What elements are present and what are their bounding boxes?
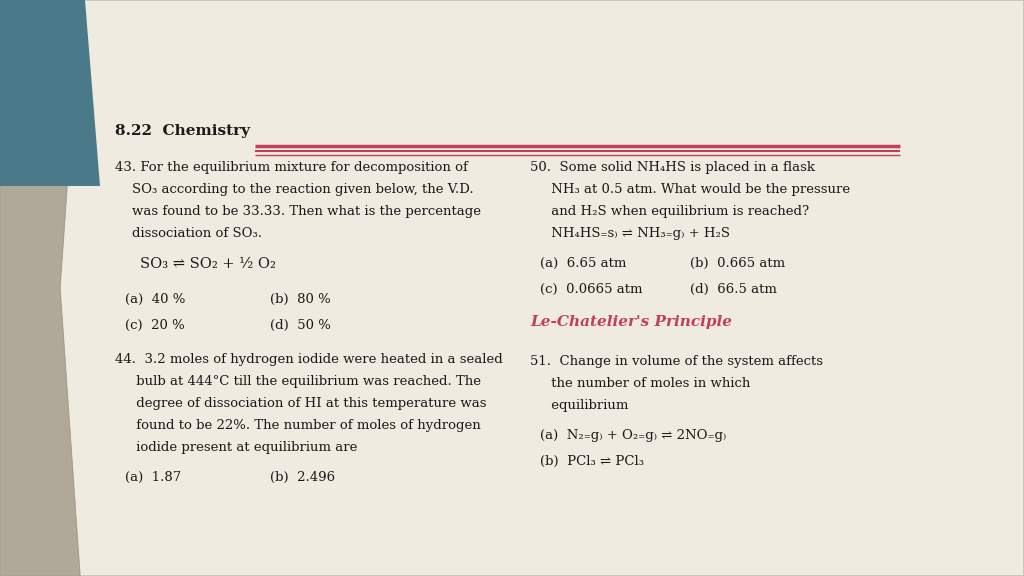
Text: and H₂S when equilibrium is reached?: and H₂S when equilibrium is reached? [530, 205, 809, 218]
Text: equilibrium: equilibrium [530, 399, 629, 412]
Text: degree of dissociation of HI at this temperature was: degree of dissociation of HI at this tem… [115, 397, 486, 410]
Text: dissociation of SO₃.: dissociation of SO₃. [115, 227, 262, 240]
Text: the number of moles in which: the number of moles in which [530, 377, 751, 390]
Text: (a)  N₂₌g₎ + O₂₌g₎ ⇌ 2NO₌g₎: (a) N₂₌g₎ + O₂₌g₎ ⇌ 2NO₌g₎ [540, 429, 726, 442]
Text: 50.  Some solid NH₄HS is placed in a flask: 50. Some solid NH₄HS is placed in a flas… [530, 161, 815, 174]
Polygon shape [60, 0, 1024, 576]
Text: 8.22  Chemistry: 8.22 Chemistry [115, 124, 250, 138]
Text: found to be 22%. The number of moles of hydrogen: found to be 22%. The number of moles of … [115, 419, 480, 432]
Text: (d)  50 %: (d) 50 % [270, 319, 331, 332]
Text: NH₄HS₌s₎ ⇌ NH₃₌g₎ + H₂S: NH₄HS₌s₎ ⇌ NH₃₌g₎ + H₂S [530, 227, 730, 240]
Text: (d)  66.5 atm: (d) 66.5 atm [690, 283, 777, 296]
Text: was found to be 33.33. Then what is the percentage: was found to be 33.33. Then what is the … [115, 205, 481, 218]
Text: (b)  2.496: (b) 2.496 [270, 471, 335, 484]
Text: (b)  80 %: (b) 80 % [270, 293, 331, 306]
Text: NH₃ at 0.5 atm. What would be the pressure: NH₃ at 0.5 atm. What would be the pressu… [530, 183, 850, 196]
Text: iodide present at equilibrium are: iodide present at equilibrium are [115, 441, 357, 454]
Text: 43. For the equilibrium mixture for decomposition of: 43. For the equilibrium mixture for deco… [115, 161, 468, 174]
Text: 51.  Change in volume of the system affects: 51. Change in volume of the system affec… [530, 355, 823, 368]
Text: SO₃ according to the reaction given below, the V.D.: SO₃ according to the reaction given belo… [115, 183, 474, 196]
Text: (c)  0.0665 atm: (c) 0.0665 atm [540, 283, 642, 296]
Text: SO₃ ⇌ SO₂ + ½ O₂: SO₃ ⇌ SO₂ + ½ O₂ [140, 257, 275, 271]
Text: Le-Chatelier's Principle: Le-Chatelier's Principle [530, 315, 732, 329]
Text: bulb at 444°C till the equilibrium was reached. The: bulb at 444°C till the equilibrium was r… [115, 375, 481, 388]
Text: (a)  1.87: (a) 1.87 [125, 471, 181, 484]
Text: 44.  3.2 moles of hydrogen iodide were heated in a sealed: 44. 3.2 moles of hydrogen iodide were he… [115, 353, 503, 366]
Text: (a)  40 %: (a) 40 % [125, 293, 185, 306]
Text: (c)  20 %: (c) 20 % [125, 319, 184, 332]
Polygon shape [0, 0, 80, 576]
Text: (a)  6.65 atm: (a) 6.65 atm [540, 257, 627, 270]
Polygon shape [0, 0, 100, 186]
Text: (b)  0.665 atm: (b) 0.665 atm [690, 257, 785, 270]
Text: (b)  PCl₃ ⇌ PCl₃: (b) PCl₃ ⇌ PCl₃ [540, 455, 644, 468]
